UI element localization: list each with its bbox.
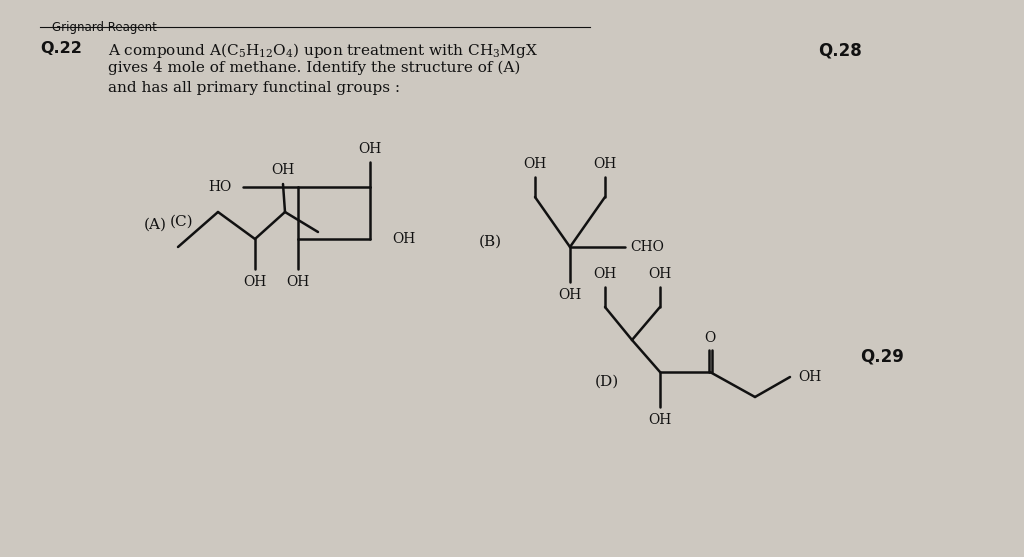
Text: A compound A($\mathregular{C_5H_{12}O_4}$) upon treatment with $\mathregular{CH_: A compound A($\mathregular{C_5H_{12}O_4}… [108,41,538,60]
Text: HO: HO [209,180,232,194]
Text: OH: OH [271,163,295,177]
Text: OH: OH [558,288,582,302]
Text: Q.28: Q.28 [818,41,862,59]
Text: OH: OH [392,232,416,246]
Text: OH: OH [523,157,547,171]
Text: OH: OH [799,370,821,384]
Text: (A): (A) [143,218,167,232]
Text: OH: OH [593,157,616,171]
Text: and has all primary functinal groups :: and has all primary functinal groups : [108,81,400,95]
Text: (D): (D) [595,375,620,389]
Text: Grignard Reagent: Grignard Reagent [52,21,157,34]
Text: CHO: CHO [630,240,664,254]
Text: OH: OH [593,267,616,281]
Text: OH: OH [648,267,672,281]
Text: OH: OH [244,275,266,289]
Text: gives 4 mole of methane. Identify the structure of (A): gives 4 mole of methane. Identify the st… [108,61,520,75]
Text: OH: OH [358,142,382,156]
Text: O: O [705,331,716,345]
Text: Q.29: Q.29 [860,348,904,366]
Text: (B): (B) [478,235,502,249]
Text: OH: OH [648,413,672,427]
Text: Q.22: Q.22 [40,41,82,56]
Text: OH: OH [287,275,309,289]
Text: (C): (C) [170,215,194,229]
